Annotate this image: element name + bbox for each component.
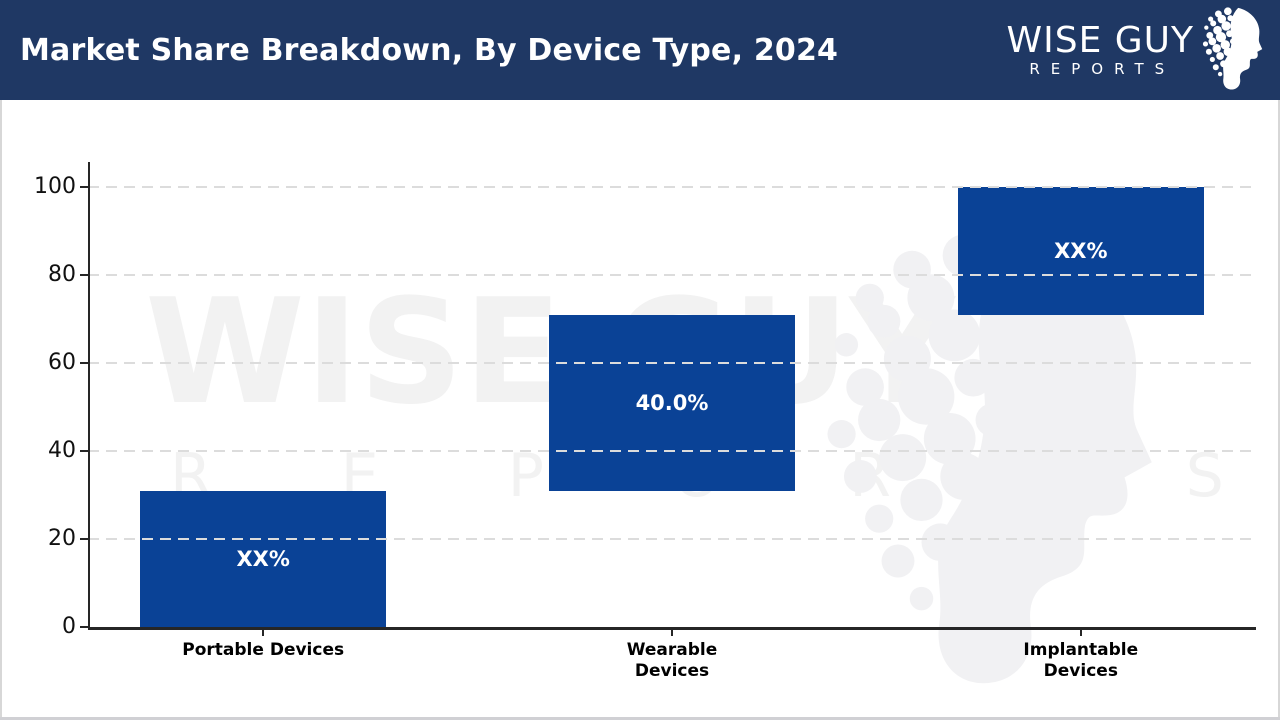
y-tick-mark: [80, 450, 88, 452]
y-tick-mark: [80, 538, 88, 540]
x-tick-mark: [262, 629, 265, 636]
bar-portable-devices: XX%: [140, 490, 387, 627]
page-border-bottom: [0, 717, 1280, 720]
logo-wordmark: WISE GUY REPORTS: [1007, 23, 1195, 77]
y-tick-label: 0: [62, 614, 76, 639]
page-title: Market Share Breakdown, By Device Type, …: [20, 32, 839, 68]
y-tick-label: 20: [48, 526, 76, 551]
y-tick-mark: [80, 186, 88, 188]
y-tick-label: 80: [48, 262, 76, 287]
page-border-right: [1278, 100, 1280, 720]
y-gridline: [88, 186, 1256, 188]
wise-guy-logo: WISE GUY REPORTS: [1007, 7, 1269, 93]
logo-wordmark-line1: WISE GUY: [1006, 20, 1194, 61]
logo-wordmark-line2: REPORTS: [1029, 60, 1176, 78]
wise-guy-face-icon: [1198, 7, 1268, 93]
x-tick-label: Implantable Devices: [1023, 640, 1139, 682]
bar-value-label: XX%: [236, 546, 290, 571]
bar-implantable-devices: XX%: [957, 187, 1204, 315]
page-border-left: [0, 100, 2, 720]
y-tick-mark: [80, 626, 88, 628]
bar-value-label: 40.0%: [635, 390, 709, 415]
x-tick-label: Wearable Devices: [626, 640, 718, 682]
x-tick-mark: [671, 629, 673, 636]
x-tick-label: Portable Devices: [182, 640, 345, 660]
x-axis: [88, 627, 1256, 630]
bar-value-label: XX%: [1054, 238, 1108, 263]
y-tick-label: 60: [48, 350, 76, 375]
y-gridline: [88, 362, 1256, 364]
bar-wearable-devices: 40.0%: [549, 314, 795, 491]
y-tick-label: 40: [48, 438, 76, 463]
y-gridline: [88, 538, 1256, 540]
y-tick-mark: [80, 362, 88, 364]
x-tick-mark: [1079, 629, 1082, 636]
y-tick-label: 100: [34, 174, 76, 199]
y-axis: [88, 162, 90, 629]
header-bar: Market Share Breakdown, By Device Type, …: [0, 0, 1280, 100]
y-gridline: [88, 450, 1256, 452]
y-tick-mark: [80, 274, 88, 276]
y-gridline: [88, 274, 1256, 276]
